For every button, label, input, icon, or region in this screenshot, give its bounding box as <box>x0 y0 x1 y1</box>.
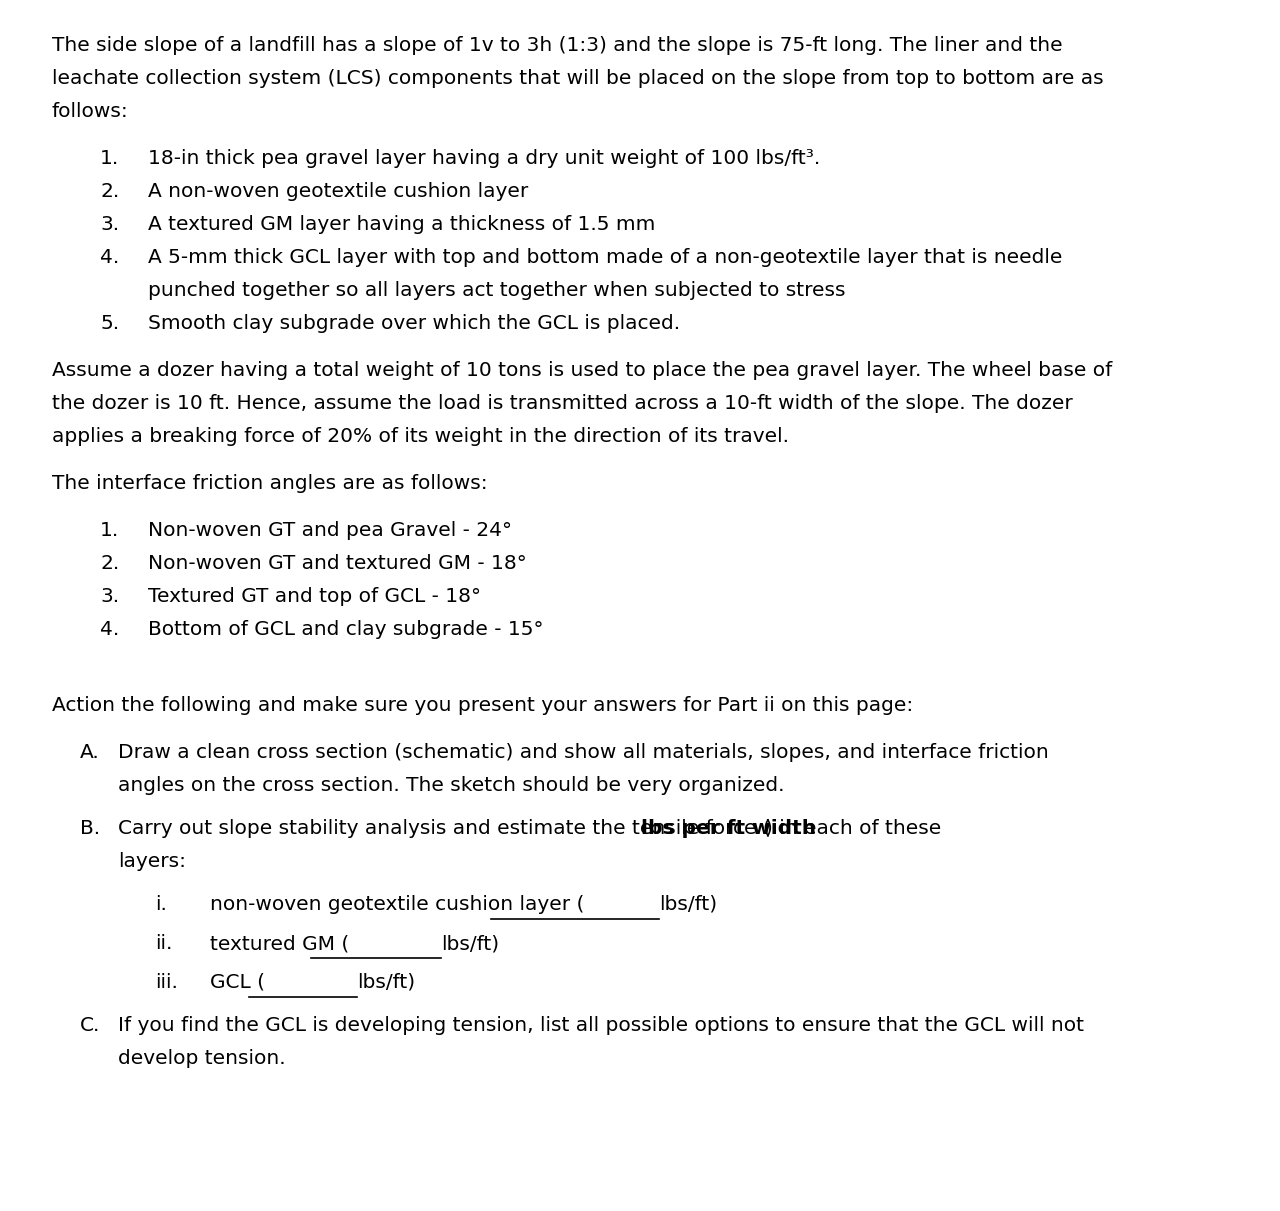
Text: ii.: ii. <box>155 934 173 953</box>
Text: follows:: follows: <box>52 102 129 121</box>
Text: lbs/ft): lbs/ft) <box>357 972 415 992</box>
Text: applies a breaking force of 20% of its weight in the direction of its travel.: applies a breaking force of 20% of its w… <box>52 427 788 446</box>
Text: iii.: iii. <box>155 972 178 992</box>
Text: layers:: layers: <box>118 853 186 871</box>
Text: 2.: 2. <box>100 553 119 573</box>
Text: 1.: 1. <box>100 149 119 168</box>
Text: If you find the GCL is developing tension, list all possible options to ensure t: If you find the GCL is developing tensio… <box>118 1016 1084 1035</box>
Text: C.: C. <box>79 1016 100 1035</box>
Text: Carry out slope stability analysis and estimate the tensile force (: Carry out slope stability analysis and e… <box>118 819 771 838</box>
Text: angles on the cross section. The sketch should be very organized.: angles on the cross section. The sketch … <box>118 776 785 794</box>
Text: A 5-mm thick GCL layer with top and bottom made of a non-geotextile layer that i: A 5-mm thick GCL layer with top and bott… <box>148 248 1062 266</box>
Text: lbs/ft): lbs/ft) <box>659 895 717 914</box>
Text: The interface friction angles are as follows:: The interface friction angles are as fol… <box>52 474 488 493</box>
Text: lbs per ft width: lbs per ft width <box>641 819 815 838</box>
Text: i.: i. <box>155 895 166 914</box>
Text: ) in each of these: ) in each of these <box>765 819 942 838</box>
Text: Draw a clean cross section (schematic) and show all materials, slopes, and inter: Draw a clean cross section (schematic) a… <box>118 744 1048 762</box>
Text: Textured GT and top of GCL - 18°: Textured GT and top of GCL - 18° <box>148 587 481 606</box>
Text: A textured GM layer having a thickness of 1.5 mm: A textured GM layer having a thickness o… <box>148 216 655 234</box>
Text: Assume a dozer having a total weight of 10 tons is used to place the pea gravel : Assume a dozer having a total weight of … <box>52 361 1112 380</box>
Text: Non-woven GT and textured GM - 18°: Non-woven GT and textured GM - 18° <box>148 553 527 573</box>
Text: 2.: 2. <box>100 182 119 201</box>
Text: 4.: 4. <box>100 248 119 266</box>
Text: punched together so all layers act together when subjected to stress: punched together so all layers act toget… <box>148 281 846 300</box>
Text: The side slope of a landfill has a slope of 1v to 3h (1:3) and the slope is 75-f: The side slope of a landfill has a slope… <box>52 36 1062 54</box>
Text: 4.: 4. <box>100 620 119 639</box>
Text: B.: B. <box>79 819 100 838</box>
Text: 3.: 3. <box>100 216 119 234</box>
Text: lbs/ft): lbs/ft) <box>442 934 499 953</box>
Text: A.: A. <box>79 744 100 762</box>
Text: the dozer is 10 ft. Hence, assume the load is transmitted across a 10-ft width o: the dozer is 10 ft. Hence, assume the lo… <box>52 394 1073 413</box>
Text: leachate collection system (LCS) components that will be placed on the slope fro: leachate collection system (LCS) compone… <box>52 69 1103 88</box>
Text: Bottom of GCL and clay subgrade - 15°: Bottom of GCL and clay subgrade - 15° <box>148 620 544 639</box>
Text: non-woven geotextile cushion layer (: non-woven geotextile cushion layer ( <box>210 895 585 914</box>
Text: Smooth clay subgrade over which the GCL is placed.: Smooth clay subgrade over which the GCL … <box>148 314 680 333</box>
Text: 1.: 1. <box>100 521 119 540</box>
Text: GCL (: GCL ( <box>210 972 265 992</box>
Text: develop tension.: develop tension. <box>118 1049 285 1068</box>
Text: Action the following and make sure you present your answers for Part ii on this : Action the following and make sure you p… <box>52 696 913 714</box>
Text: 5.: 5. <box>100 314 119 333</box>
Text: A non-woven geotextile cushion layer: A non-woven geotextile cushion layer <box>148 182 529 201</box>
Text: textured GM (: textured GM ( <box>210 934 349 953</box>
Text: Non-woven GT and pea Gravel - 24°: Non-woven GT and pea Gravel - 24° <box>148 521 512 540</box>
Text: 3.: 3. <box>100 587 119 606</box>
Text: 18-in thick pea gravel layer having a dry unit weight of 100 lbs/ft³.: 18-in thick pea gravel layer having a dr… <box>148 149 820 168</box>
